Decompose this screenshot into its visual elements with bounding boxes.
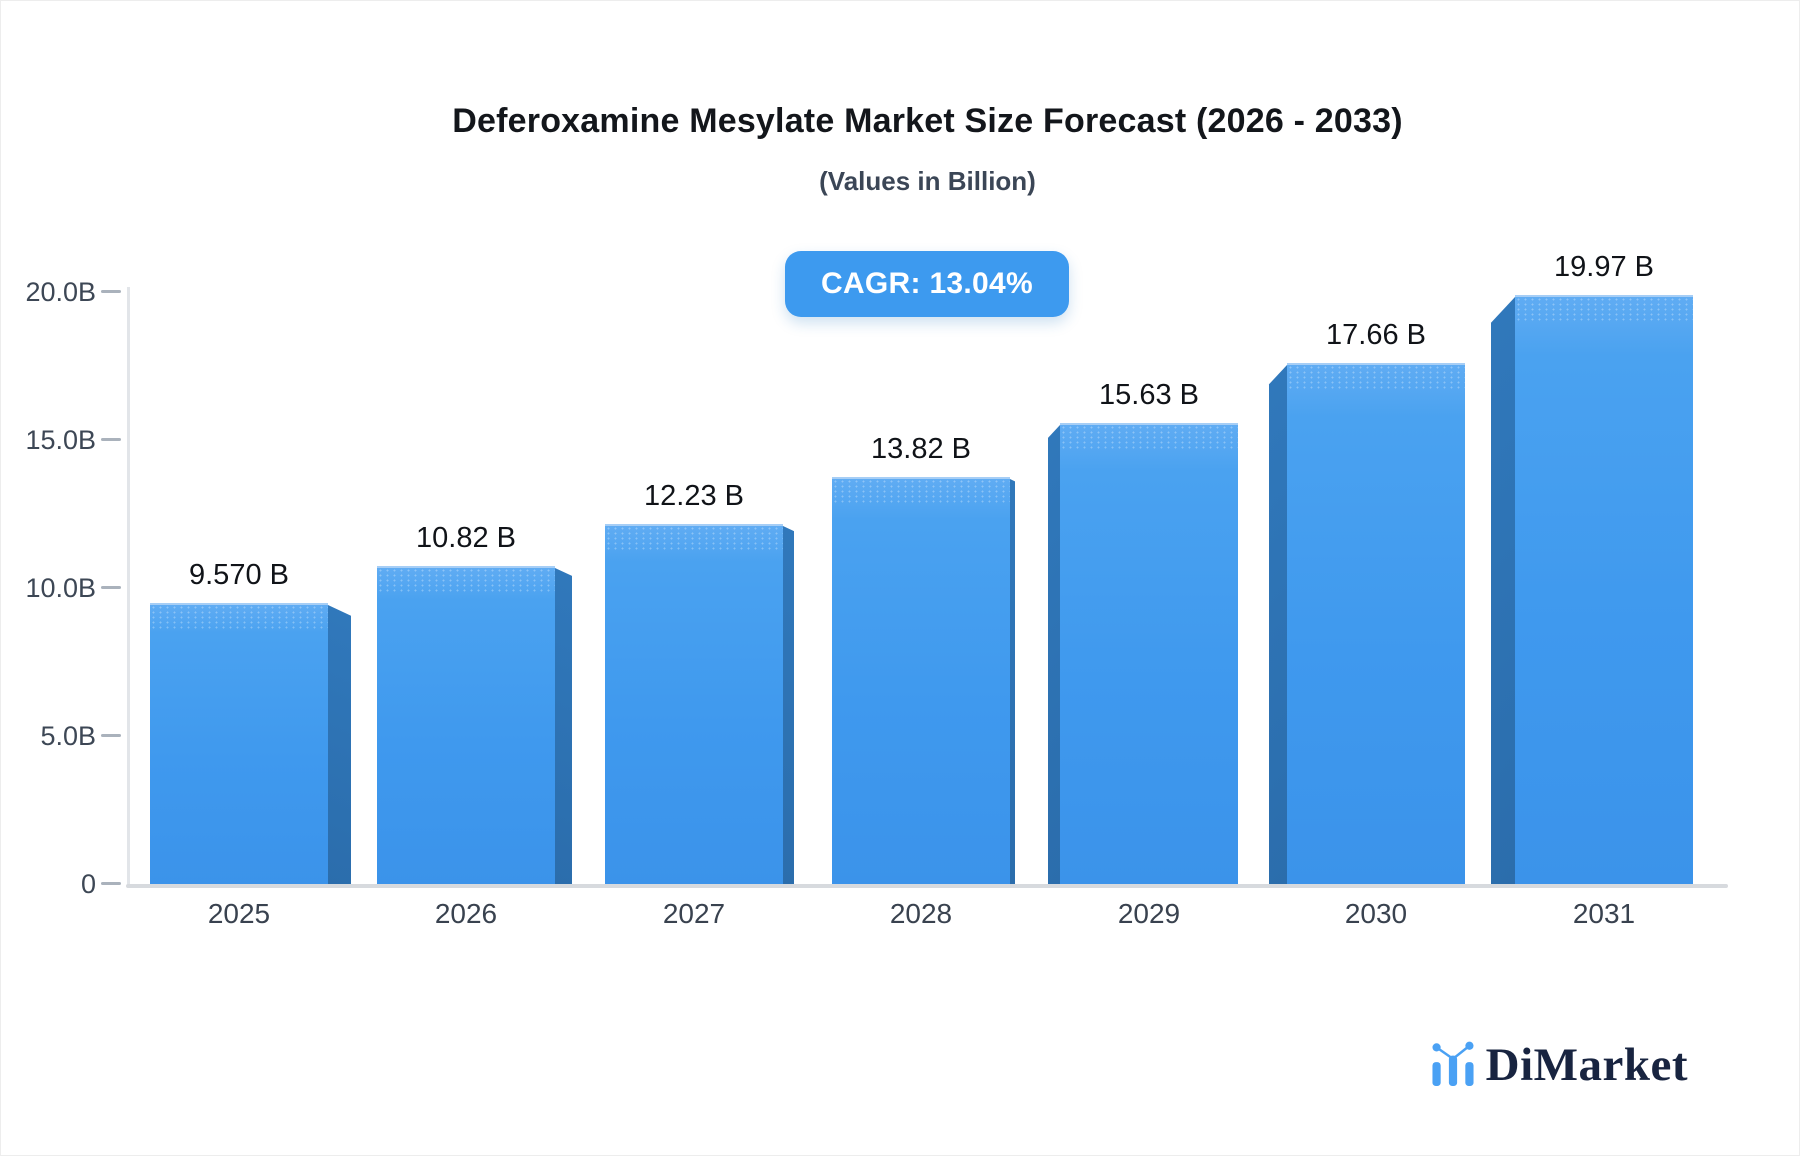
y-axis-tick-label: 5.0B	[40, 721, 96, 751]
bar-side-face	[328, 605, 351, 886]
cagr-badge: CAGR: 13.04%	[784, 251, 1070, 317]
bar-2027	[605, 524, 783, 886]
bar-side-face	[555, 568, 572, 886]
bar-2030	[1287, 363, 1465, 886]
bar-side-face	[1491, 297, 1515, 886]
x-axis-tick-label: 2031	[1572, 898, 1636, 929]
bar-2026	[377, 566, 555, 886]
bar-2028	[832, 477, 1010, 886]
y-axis-tick-dash	[101, 290, 121, 293]
bar-2029	[1060, 423, 1238, 886]
x-axis-tick-label: 2025	[207, 898, 271, 929]
x-axis-tick-label: 2027	[662, 898, 726, 929]
x-axis-tick-label: 2030	[1344, 898, 1408, 929]
bar-2031	[1515, 295, 1693, 886]
brand-logo: DiMarket	[1430, 1040, 1688, 1089]
bar-value-label: 12.23 B	[644, 480, 744, 512]
bar-value-label: 17.66 B	[1326, 319, 1426, 351]
x-axis-tick-label: 2026	[434, 898, 498, 929]
bar-value-label: 15.63 B	[1099, 379, 1199, 411]
bar-side-face	[1048, 425, 1060, 886]
bar-chart-sparkline-logo-icon	[1432, 1041, 1474, 1086]
bar-value-label: 10.82 B	[416, 522, 516, 554]
y-axis-tick-dash	[101, 882, 121, 885]
bar-2025	[150, 603, 328, 886]
y-axis-tick-dash	[101, 438, 121, 441]
y-axis-tick-label: 15.0B	[25, 425, 96, 455]
y-axis-tick-label: 10.0B	[25, 573, 96, 603]
plot-area	[150, 295, 1693, 886]
bar-side-face	[783, 526, 794, 886]
x-axis-tick-label: 2028	[889, 898, 953, 929]
y-axis-tick-dash	[101, 734, 121, 737]
page-title: Deferoxamine Mesylate Market Size Foreca…	[452, 102, 1403, 140]
bar-side-face	[1269, 365, 1287, 886]
x-axis-tick-label: 2029	[1117, 898, 1181, 929]
y-axis-line	[127, 287, 130, 886]
brand-name: DiMarket	[1485, 1039, 1688, 1091]
page-subtitle: (Values in Billion)	[819, 166, 1036, 196]
bar-value-label: 9.570 B	[189, 559, 289, 591]
bar-value-label: 19.97 B	[1554, 251, 1654, 283]
bar-side-face	[1010, 479, 1015, 886]
y-axis-tick-dash	[101, 586, 121, 589]
bar-value-label: 13.82 B	[871, 433, 971, 465]
x-axis-baseline	[126, 884, 1728, 888]
y-axis-tick-label: 0	[80, 869, 96, 899]
y-axis-tick-label: 20.0B	[25, 277, 96, 307]
